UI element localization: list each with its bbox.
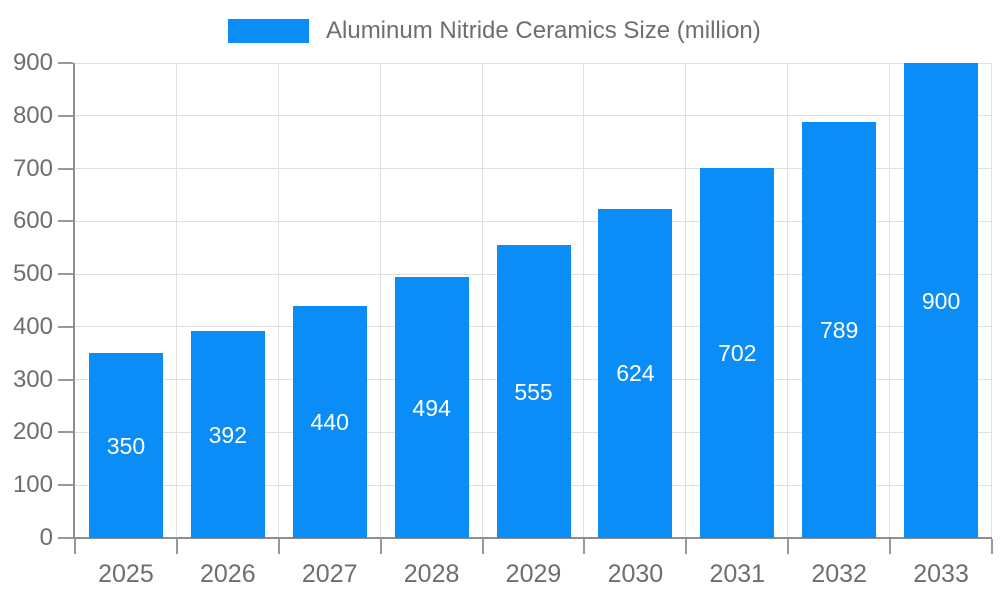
y-axis-tick xyxy=(58,114,73,117)
bar-value-label: 440 xyxy=(310,408,349,435)
bar-value-label: 494 xyxy=(412,394,451,421)
bar-value-label: 624 xyxy=(616,360,655,387)
y-axis-tick xyxy=(58,62,73,64)
bar-value-label: 900 xyxy=(921,287,961,314)
x-axis-tick xyxy=(991,539,993,554)
x-gridline xyxy=(481,63,483,538)
x-axis-label: 2030 xyxy=(607,560,664,588)
bar[interactable] xyxy=(802,121,877,538)
y-axis-tick xyxy=(58,537,73,539)
x-axis-label: 2025 xyxy=(98,560,154,588)
y-axis-line xyxy=(73,63,75,538)
x-axis-label: 2031 xyxy=(709,560,766,588)
y-axis-tick xyxy=(58,220,73,223)
x-axis-tick xyxy=(379,539,382,554)
bar[interactable] xyxy=(190,331,265,538)
y-axis-label: 400 xyxy=(12,312,53,340)
bar[interactable] xyxy=(598,208,673,538)
x-gridline xyxy=(277,63,279,538)
bar[interactable] xyxy=(904,63,979,538)
y-axis-label: 500 xyxy=(12,260,53,288)
x-axis-label: 2026 xyxy=(200,560,256,588)
bar-value-label: 702 xyxy=(718,339,757,366)
x-axis-line xyxy=(73,537,992,539)
x-axis-tick xyxy=(175,539,178,554)
x-axis-tick xyxy=(277,539,280,554)
x-gridline xyxy=(787,63,789,538)
bar[interactable] xyxy=(292,305,367,538)
x-axis-label: 2033 xyxy=(913,560,969,588)
y-axis-label: 700 xyxy=(12,154,53,182)
y-axis-label: 300 xyxy=(12,365,53,393)
y-axis-tick xyxy=(58,484,73,487)
y-axis-label: 600 xyxy=(12,207,53,235)
x-axis-tick xyxy=(74,539,76,554)
y-axis-label: 800 xyxy=(12,101,53,129)
x-gridline xyxy=(991,63,992,538)
bar[interactable] xyxy=(88,353,163,538)
y-axis-tick xyxy=(58,167,73,170)
bar-value-label: 789 xyxy=(819,316,859,343)
x-axis-label: 2027 xyxy=(301,560,358,588)
plot-area: 0 100 200 300 400 500 600 700 800 900 350 2025 392 20… xyxy=(13,49,993,588)
legend-label: Aluminum Nitride Ceramics Size (million) xyxy=(326,17,761,44)
bar-value-label: 350 xyxy=(106,432,146,459)
y-axis-tick xyxy=(58,325,73,328)
x-gridline xyxy=(685,63,687,538)
y-axis-label: 0 xyxy=(39,524,53,551)
bar-value-label: 392 xyxy=(208,421,248,448)
legend-item[interactable]: Aluminum Nitride Ceramics Size (million) xyxy=(228,16,761,46)
x-axis-tick xyxy=(481,539,484,554)
x-gridline xyxy=(175,63,177,538)
y-axis-tick xyxy=(58,431,73,434)
bar[interactable] xyxy=(496,245,571,538)
bar-value-label: 555 xyxy=(514,378,553,405)
bar[interactable] xyxy=(394,277,469,538)
y-axis-tick xyxy=(58,378,73,381)
y-gridline xyxy=(75,115,992,117)
bar[interactable] xyxy=(700,167,775,538)
x-axis-label: 2028 xyxy=(403,560,460,588)
x-gridline xyxy=(379,63,381,538)
legend-swatch xyxy=(228,19,309,43)
x-axis-tick xyxy=(685,539,688,554)
y-gridline xyxy=(75,168,992,170)
x-axis-tick xyxy=(889,539,892,554)
x-gridline xyxy=(889,63,891,538)
y-axis-label: 100 xyxy=(12,471,53,499)
x-axis-tick xyxy=(583,539,586,554)
y-axis-label: 900 xyxy=(12,49,53,76)
x-axis-tick xyxy=(787,539,790,554)
y-axis-label: 200 xyxy=(12,418,53,446)
x-axis-label: 2032 xyxy=(811,560,867,588)
y-gridline xyxy=(75,220,992,222)
x-axis-label: 2029 xyxy=(505,560,562,588)
y-axis-tick xyxy=(58,273,73,276)
y-gridline xyxy=(75,62,992,64)
x-gridline xyxy=(583,63,585,538)
